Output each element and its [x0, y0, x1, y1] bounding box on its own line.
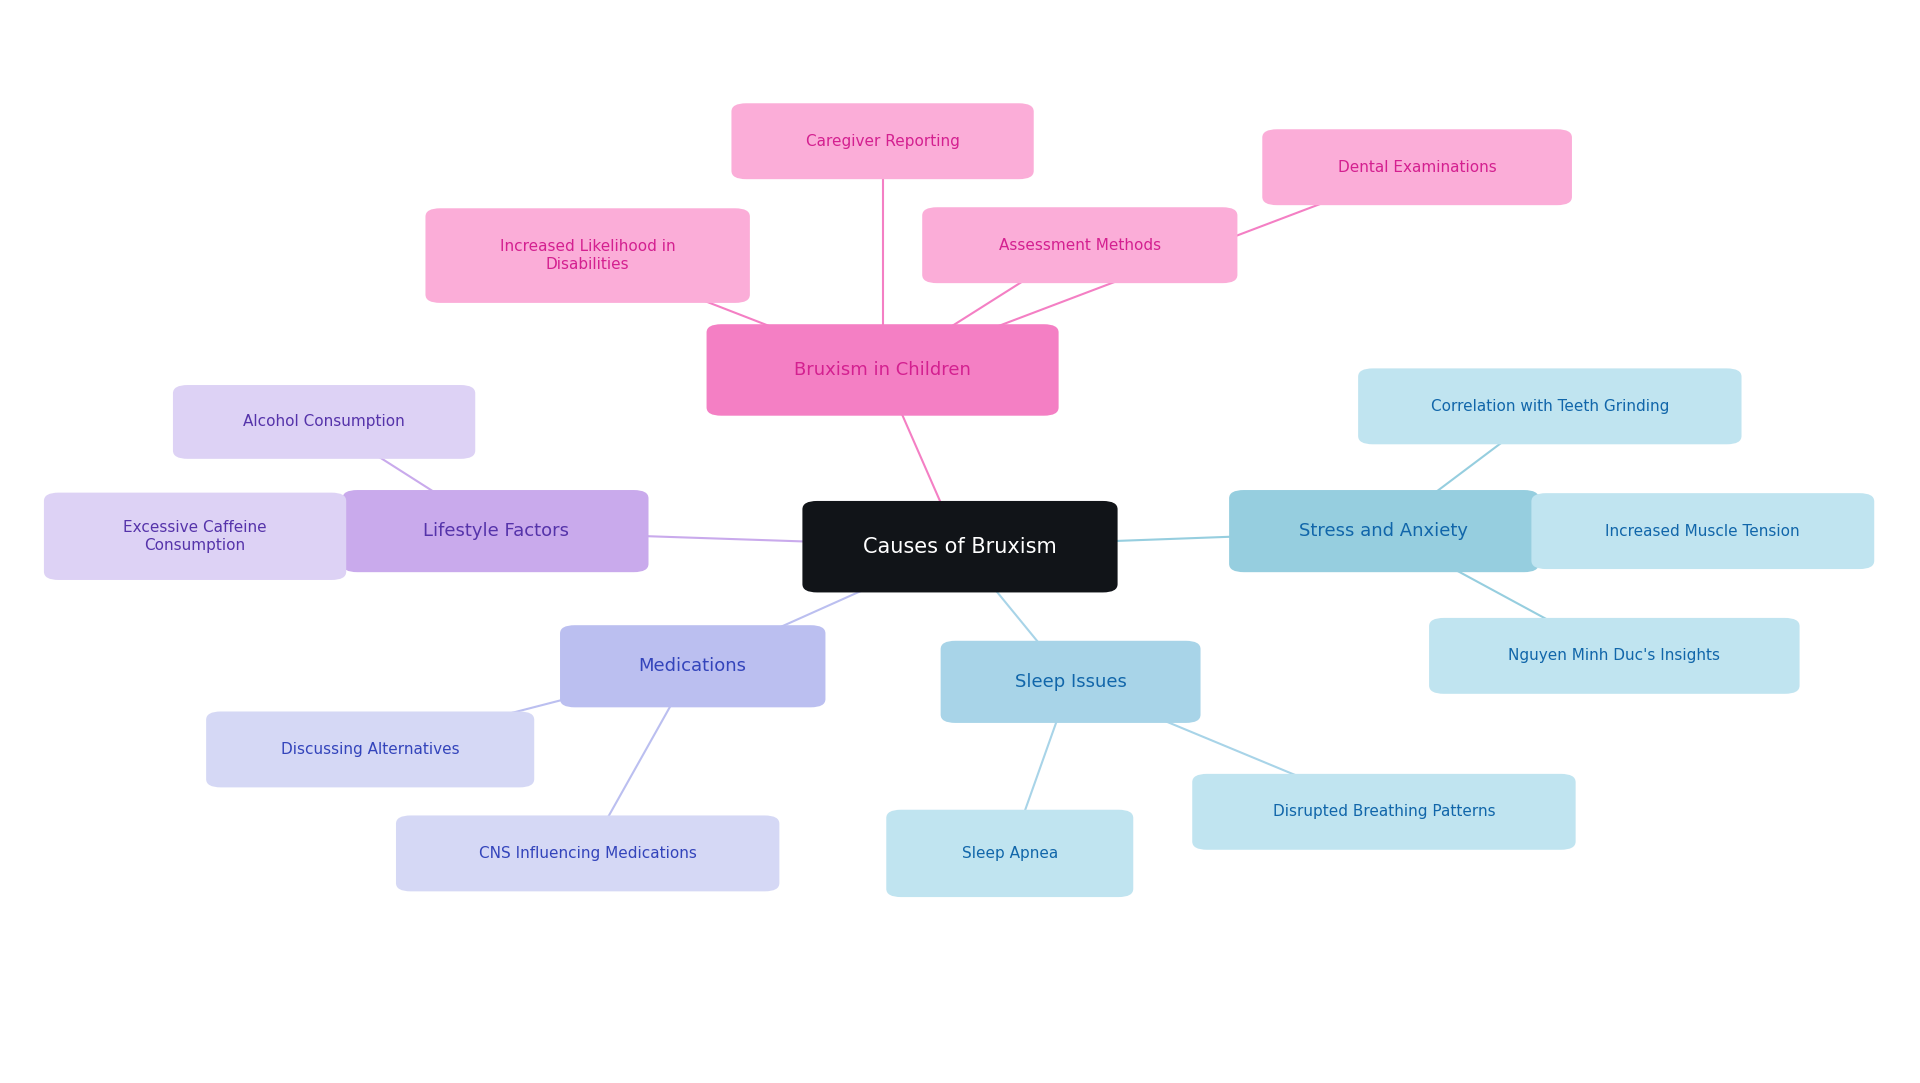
FancyBboxPatch shape — [1229, 490, 1538, 572]
Text: Alcohol Consumption: Alcohol Consumption — [244, 415, 405, 430]
FancyBboxPatch shape — [922, 207, 1236, 283]
Text: Increased Likelihood in
Disabilities: Increased Likelihood in Disabilities — [499, 239, 676, 272]
Text: Medications: Medications — [639, 657, 747, 676]
Text: Caregiver Reporting: Caregiver Reporting — [806, 133, 960, 148]
FancyBboxPatch shape — [1357, 368, 1741, 444]
Text: Correlation with Teeth Grinding: Correlation with Teeth Grinding — [1430, 399, 1668, 414]
FancyBboxPatch shape — [396, 815, 780, 891]
FancyBboxPatch shape — [732, 103, 1033, 179]
FancyBboxPatch shape — [342, 490, 649, 572]
Text: Disrupted Breathing Patterns: Disrupted Breathing Patterns — [1273, 805, 1496, 820]
FancyBboxPatch shape — [1532, 493, 1874, 569]
Text: Excessive Caffeine
Consumption: Excessive Caffeine Consumption — [123, 520, 267, 552]
FancyBboxPatch shape — [1192, 774, 1576, 850]
FancyBboxPatch shape — [44, 493, 346, 580]
Text: Discussing Alternatives: Discussing Alternatives — [280, 742, 459, 757]
Text: Stress and Anxiety: Stress and Anxiety — [1300, 522, 1469, 540]
Text: Sleep Issues: Sleep Issues — [1014, 673, 1127, 691]
Text: Dental Examinations: Dental Examinations — [1338, 159, 1496, 174]
FancyBboxPatch shape — [1261, 129, 1572, 205]
FancyBboxPatch shape — [803, 501, 1117, 592]
Text: Sleep Apnea: Sleep Apnea — [962, 846, 1058, 861]
Text: Lifestyle Factors: Lifestyle Factors — [422, 522, 568, 540]
FancyBboxPatch shape — [426, 208, 751, 303]
Text: Causes of Bruxism: Causes of Bruxism — [864, 537, 1056, 557]
FancyBboxPatch shape — [941, 641, 1200, 723]
Text: Nguyen Minh Duc's Insights: Nguyen Minh Duc's Insights — [1509, 649, 1720, 664]
FancyBboxPatch shape — [707, 324, 1058, 416]
Text: Increased Muscle Tension: Increased Muscle Tension — [1605, 523, 1801, 538]
Text: CNS Influencing Medications: CNS Influencing Medications — [478, 846, 697, 861]
FancyBboxPatch shape — [1428, 618, 1799, 694]
FancyBboxPatch shape — [173, 386, 476, 459]
Text: Bruxism in Children: Bruxism in Children — [795, 361, 972, 379]
FancyBboxPatch shape — [561, 625, 826, 707]
FancyBboxPatch shape — [205, 712, 534, 787]
FancyBboxPatch shape — [887, 810, 1133, 897]
Text: Assessment Methods: Assessment Methods — [998, 237, 1162, 252]
